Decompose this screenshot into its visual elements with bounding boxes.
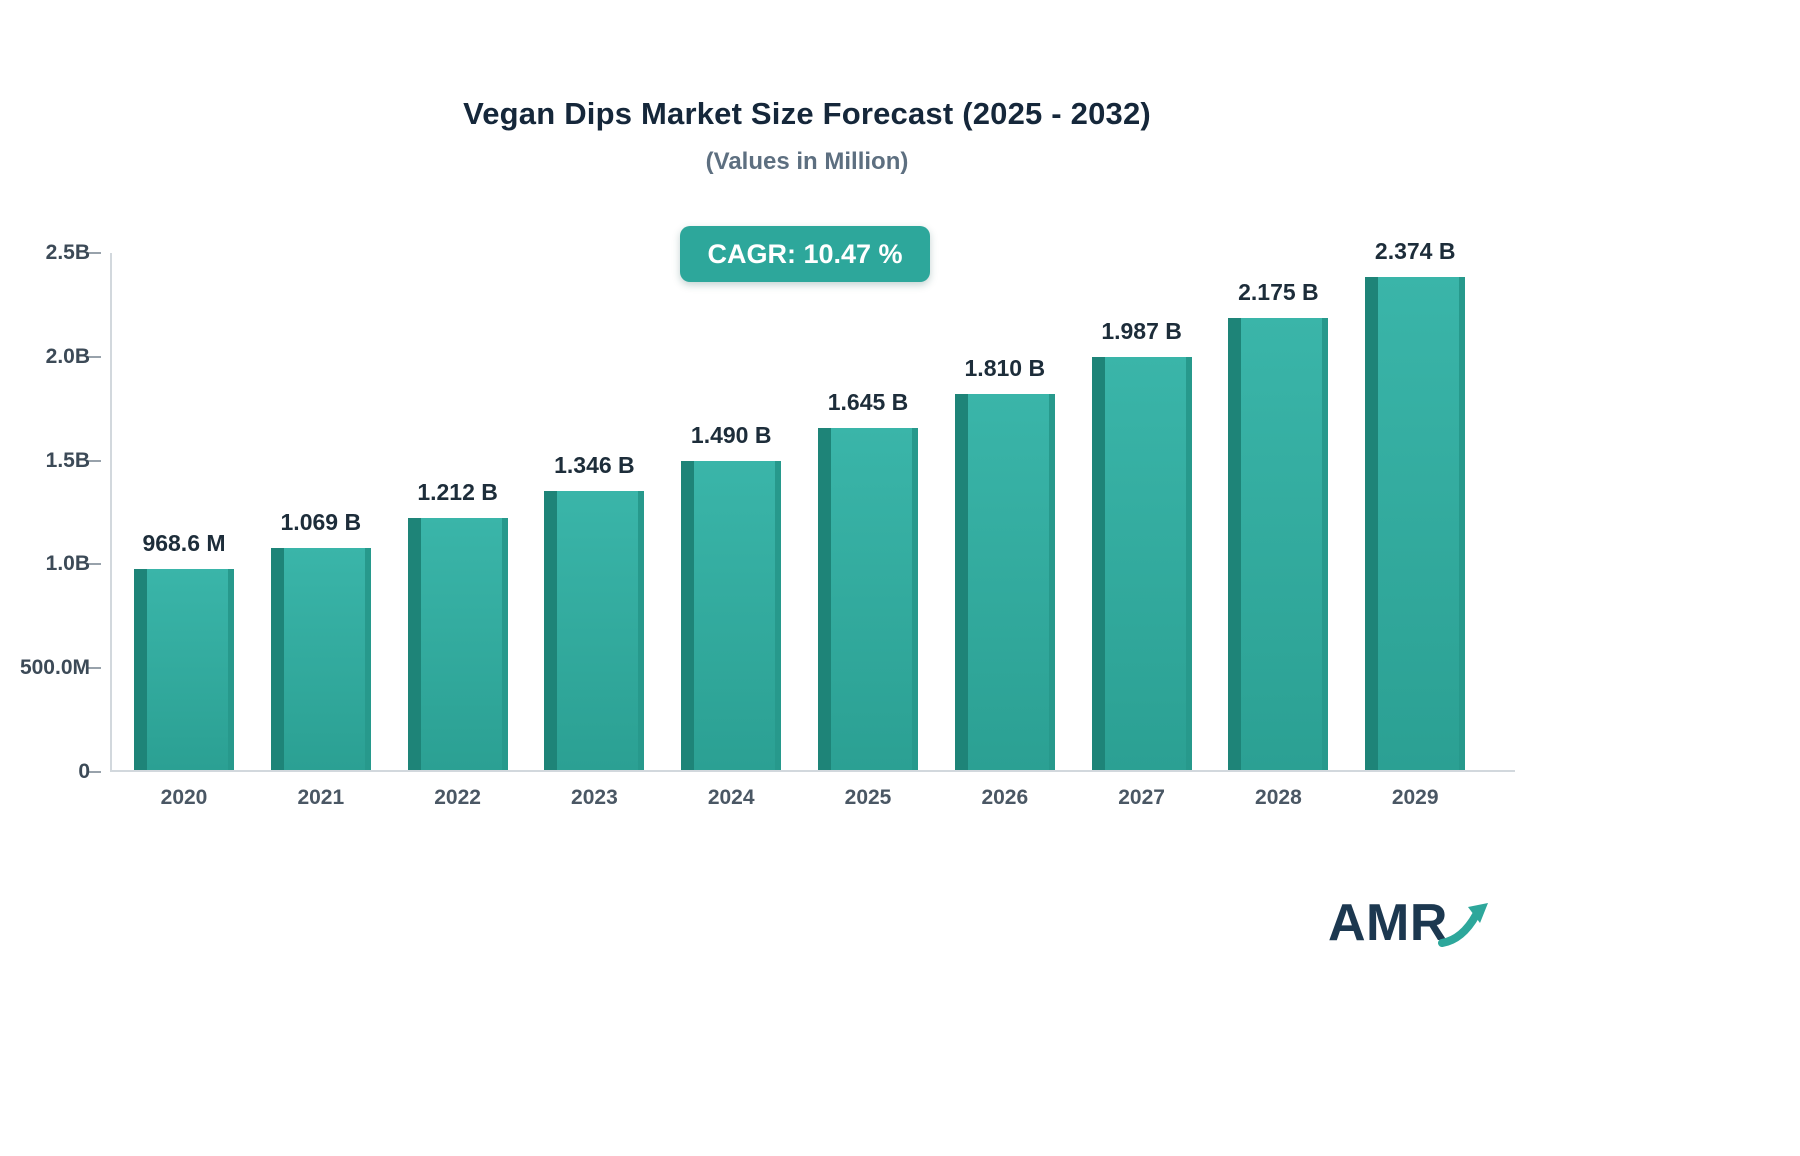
bar-value-label: 1.069 B: [280, 509, 362, 535]
y-tick-label: 2.0B: [45, 344, 90, 368]
bar-value-label: 2.374 B: [1374, 238, 1456, 264]
bar: [1365, 277, 1466, 770]
bar: [407, 518, 508, 770]
growth-arrow-icon: [1437, 903, 1488, 947]
bar: [954, 394, 1055, 770]
chart-header: Vegan Dips Market Size Forecast (2025 - …: [0, 96, 1614, 176]
x-axis-label: 2028: [1255, 786, 1302, 809]
x-axis-label: 2022: [434, 786, 481, 809]
amr-logo: AMR: [1328, 897, 1490, 949]
bar-value-label: 968.6 M: [142, 530, 226, 556]
y-tick-mark: [88, 667, 101, 670]
x-axis-label: 2020: [160, 786, 208, 809]
bar-value-label: 2.175 B: [1238, 279, 1319, 305]
y-tick-mark: [88, 252, 101, 254]
chart-title: Vegan Dips Market Size Forecast (2025 - …: [463, 96, 1151, 131]
x-axis-label: 2027: [1118, 786, 1165, 809]
y-tick-mark: [88, 459, 101, 462]
bar: [818, 428, 918, 770]
bar: [134, 569, 234, 770]
cagr-badge: CAGR: 10.47 %: [680, 226, 930, 282]
amr-logo-text: AMR: [1328, 894, 1448, 952]
x-axis-label: 2023: [571, 786, 618, 809]
x-axis-label: 2029: [1391, 786, 1439, 809]
y-tick-mark: [88, 771, 101, 773]
bar: [544, 491, 645, 770]
x-axis-label: 2025: [844, 786, 892, 809]
y-tick-mark: [88, 355, 101, 358]
x-axis-label: 2026: [981, 786, 1029, 809]
x-axis-label: 2024: [707, 786, 755, 809]
y-tick-mark: [88, 563, 101, 566]
bar-value-label: 1.490 B: [690, 422, 772, 448]
y-tick-label: 2.5B: [45, 241, 90, 264]
y-tick-label: 1.0B: [45, 552, 90, 576]
y-tick-label: 0: [78, 760, 90, 783]
bar-value-label: 1.212 B: [417, 479, 498, 505]
bar-value-label: 1.645 B: [827, 389, 909, 415]
y-tick-label: 1.5B: [45, 448, 90, 472]
bar: [681, 461, 782, 770]
chart-subtitle: (Values in Million): [705, 148, 909, 175]
bar: [270, 548, 371, 770]
x-axis-label: 2021: [297, 786, 345, 809]
plot-area: 0 500.0M 1.0B 1.5B 2.0B 2.5B 968.6 M 2020 1.069 …: [20, 238, 1515, 809]
bar: [1091, 357, 1192, 770]
bar-value-label: 1.810 B: [964, 355, 1046, 381]
bar-value-label: 1.346 B: [554, 452, 635, 478]
bar: [1228, 318, 1329, 770]
y-tick-label: 500.0M: [19, 656, 90, 680]
bar-value-label: 1.987 B: [1101, 318, 1182, 344]
